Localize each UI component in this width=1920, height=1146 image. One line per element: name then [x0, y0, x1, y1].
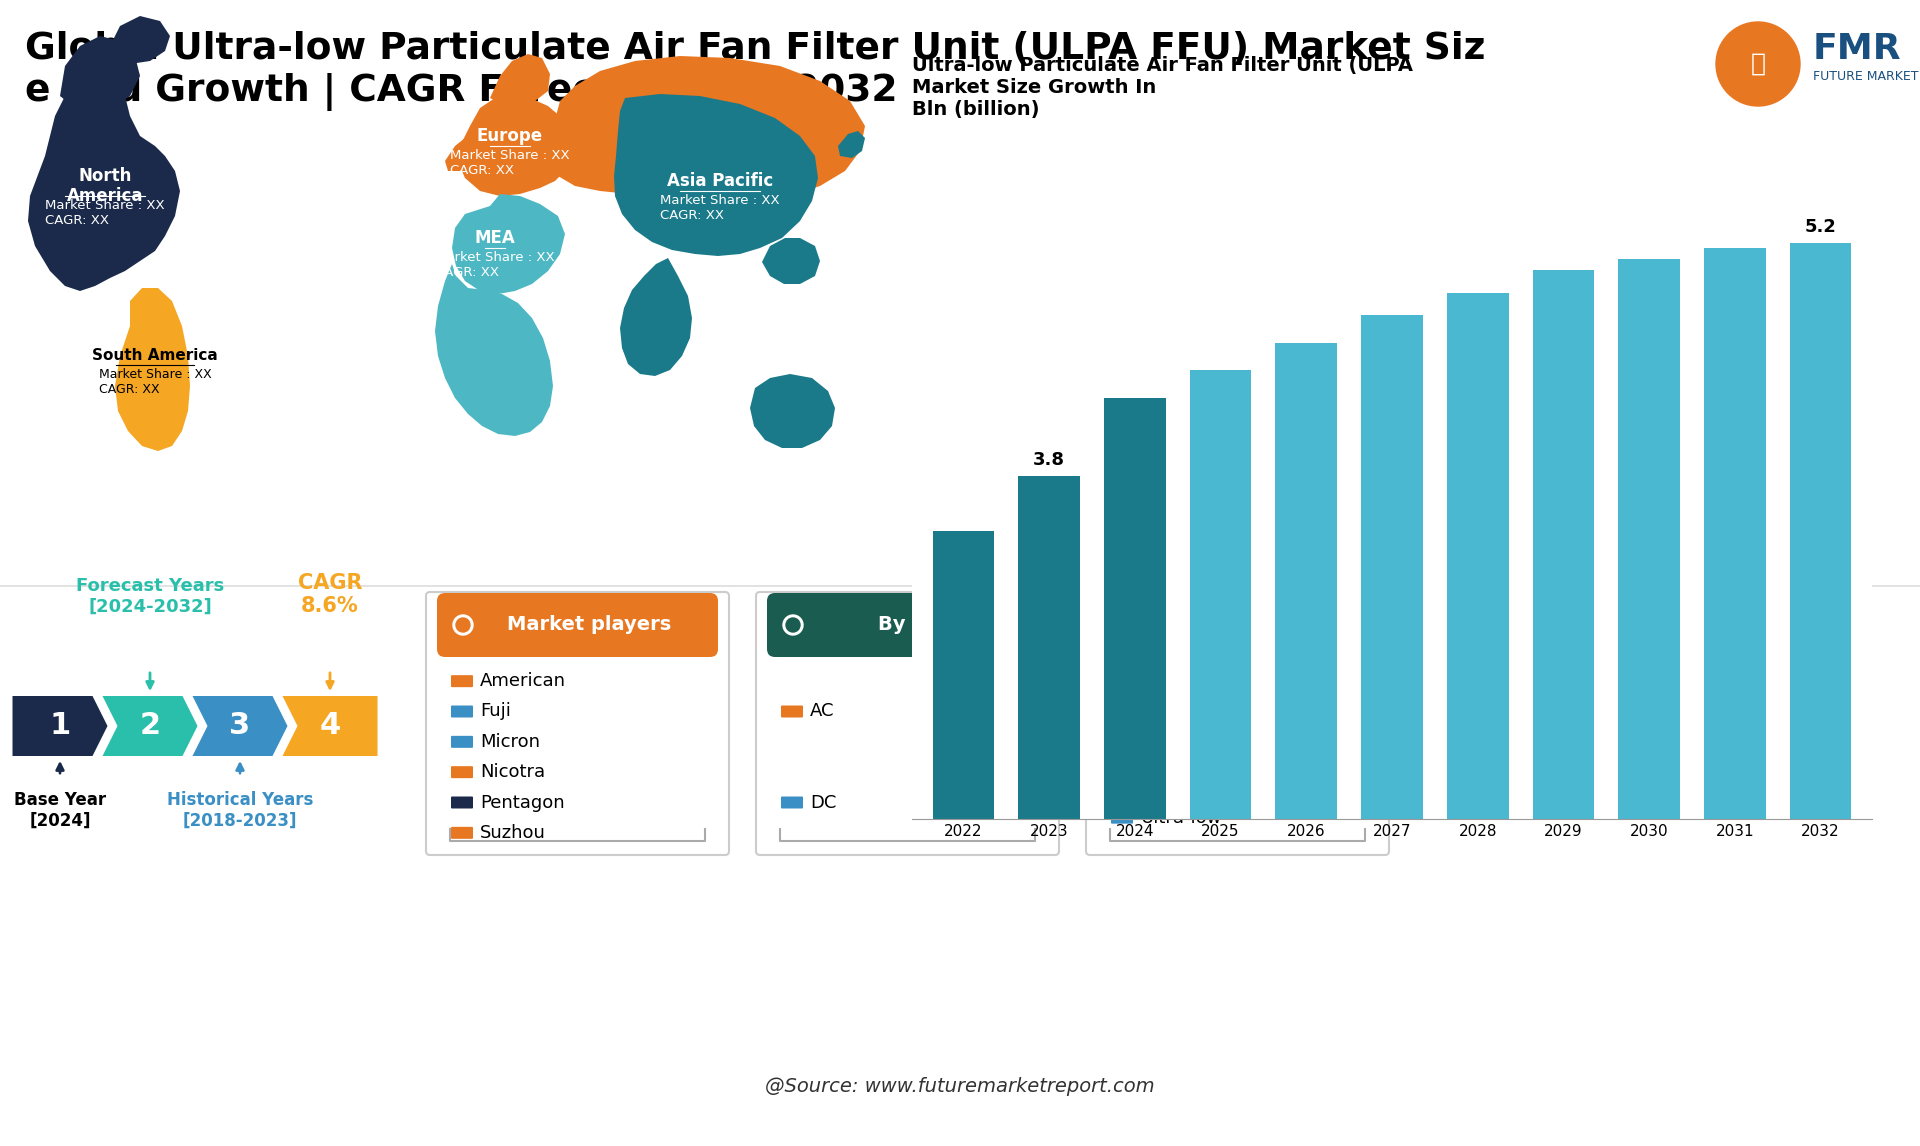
Polygon shape [29, 76, 180, 291]
Text: Market Share : XX
CAGR: XX: Market Share : XX CAGR: XX [98, 368, 211, 397]
Text: FMR: FMR [1812, 32, 1901, 66]
FancyBboxPatch shape [781, 706, 803, 717]
Text: 🔊: 🔊 [1751, 52, 1766, 76]
FancyBboxPatch shape [766, 592, 1048, 657]
Polygon shape [192, 696, 288, 756]
Polygon shape [13, 696, 108, 756]
Text: Semiconductor: Semiconductor [1140, 748, 1275, 766]
Polygon shape [620, 258, 691, 376]
Text: South America: South America [92, 348, 217, 363]
Polygon shape [445, 138, 472, 171]
Bar [1619, 259, 1680, 819]
Text: Forecast Years
[2024-2032]: Forecast Years [2024-2032] [77, 578, 225, 617]
Circle shape [1114, 615, 1133, 635]
Text: Fuji: Fuji [480, 702, 511, 721]
Text: AC: AC [810, 702, 835, 721]
FancyBboxPatch shape [756, 592, 1060, 855]
Polygon shape [614, 94, 818, 256]
FancyBboxPatch shape [451, 736, 472, 748]
Text: DC: DC [810, 793, 837, 811]
Text: Historical Years
[2018-2023]: Historical Years [2018-2023] [167, 791, 313, 830]
Text: Asia Pacific: Asia Pacific [666, 172, 774, 190]
Text: 2: 2 [140, 712, 161, 740]
Text: FUTURE MARKET REPORT: FUTURE MARKET REPORT [1812, 70, 1920, 83]
Polygon shape [60, 36, 140, 111]
Text: 4: 4 [319, 712, 340, 740]
Circle shape [1116, 618, 1131, 631]
FancyBboxPatch shape [451, 826, 472, 839]
Text: Ultra-low Particulate Air Fan Filter Unit (ULPA
Market Size Growth In
Bln (billi: Ultra-low Particulate Air Fan Filter Uni… [912, 56, 1413, 119]
FancyBboxPatch shape [1112, 751, 1133, 763]
Text: Ultra-low: Ultra-low [1140, 809, 1221, 826]
Text: Market players: Market players [507, 615, 672, 635]
Bar [933, 531, 995, 819]
Text: Nicotra: Nicotra [480, 763, 545, 782]
Polygon shape [490, 54, 549, 105]
Bar [1789, 243, 1851, 819]
Polygon shape [762, 238, 820, 284]
Text: 3: 3 [228, 712, 252, 740]
Bar [1448, 292, 1509, 819]
Circle shape [453, 615, 472, 635]
Polygon shape [436, 264, 553, 435]
Text: @Source: www.futuremarketreport.com: @Source: www.futuremarketreport.com [766, 1076, 1154, 1096]
Text: Pentagon: Pentagon [480, 793, 564, 811]
Text: By type: By type [877, 615, 962, 635]
FancyBboxPatch shape [451, 767, 472, 778]
Text: Europe: Europe [476, 127, 543, 146]
Text: Micron: Micron [480, 732, 540, 751]
FancyBboxPatch shape [451, 675, 472, 688]
FancyBboxPatch shape [781, 796, 803, 808]
FancyBboxPatch shape [426, 592, 730, 855]
FancyBboxPatch shape [1087, 592, 1388, 855]
Text: Global Ultra-low Particulate Air Fan Filter Unit (ULPA FFU) Market Siz
e and Gro: Global Ultra-low Particulate Air Fan Fil… [25, 31, 1486, 111]
Text: American: American [480, 673, 566, 690]
Text: 1: 1 [50, 712, 71, 740]
Bar [1190, 370, 1252, 819]
FancyBboxPatch shape [1112, 690, 1133, 702]
Text: Market Share : XX
CAGR: XX: Market Share : XX CAGR: XX [46, 199, 165, 227]
Bar [1018, 476, 1079, 819]
FancyBboxPatch shape [1096, 592, 1379, 657]
Polygon shape [549, 56, 866, 201]
Text: North
America: North America [67, 166, 144, 205]
Text: Life: Life [1140, 688, 1173, 705]
Bar [1532, 270, 1594, 819]
FancyBboxPatch shape [451, 706, 472, 717]
Circle shape [783, 615, 803, 635]
Polygon shape [282, 696, 378, 756]
Bar [1361, 315, 1423, 819]
Text: Market Share : XX
CAGR: XX: Market Share : XX CAGR: XX [449, 149, 570, 178]
Text: CAGR
8.6%: CAGR 8.6% [298, 573, 363, 617]
Polygon shape [102, 696, 198, 756]
Circle shape [785, 618, 801, 631]
Polygon shape [459, 96, 574, 196]
Text: Market Share : XX
CAGR: XX: Market Share : XX CAGR: XX [660, 194, 780, 222]
Circle shape [457, 618, 470, 631]
Polygon shape [115, 288, 190, 452]
Text: 3.8: 3.8 [1033, 450, 1066, 469]
Bar [1275, 343, 1336, 819]
Circle shape [1716, 22, 1801, 105]
Polygon shape [451, 194, 564, 295]
Polygon shape [109, 16, 171, 64]
Text: Suzhou: Suzhou [480, 824, 545, 842]
Text: Base Year
[2024]: Base Year [2024] [13, 791, 106, 830]
Bar [1104, 398, 1165, 819]
Polygon shape [751, 374, 835, 448]
Text: MEA: MEA [474, 229, 515, 248]
FancyBboxPatch shape [1112, 811, 1133, 824]
FancyBboxPatch shape [451, 796, 472, 808]
Text: Market Share : XX
CAGR: XX: Market Share : XX CAGR: XX [436, 251, 555, 280]
Text: 5.2: 5.2 [1805, 218, 1837, 236]
Text: By application: By application [1171, 615, 1329, 635]
Bar [1705, 249, 1766, 819]
FancyBboxPatch shape [438, 592, 718, 657]
Polygon shape [837, 131, 866, 158]
